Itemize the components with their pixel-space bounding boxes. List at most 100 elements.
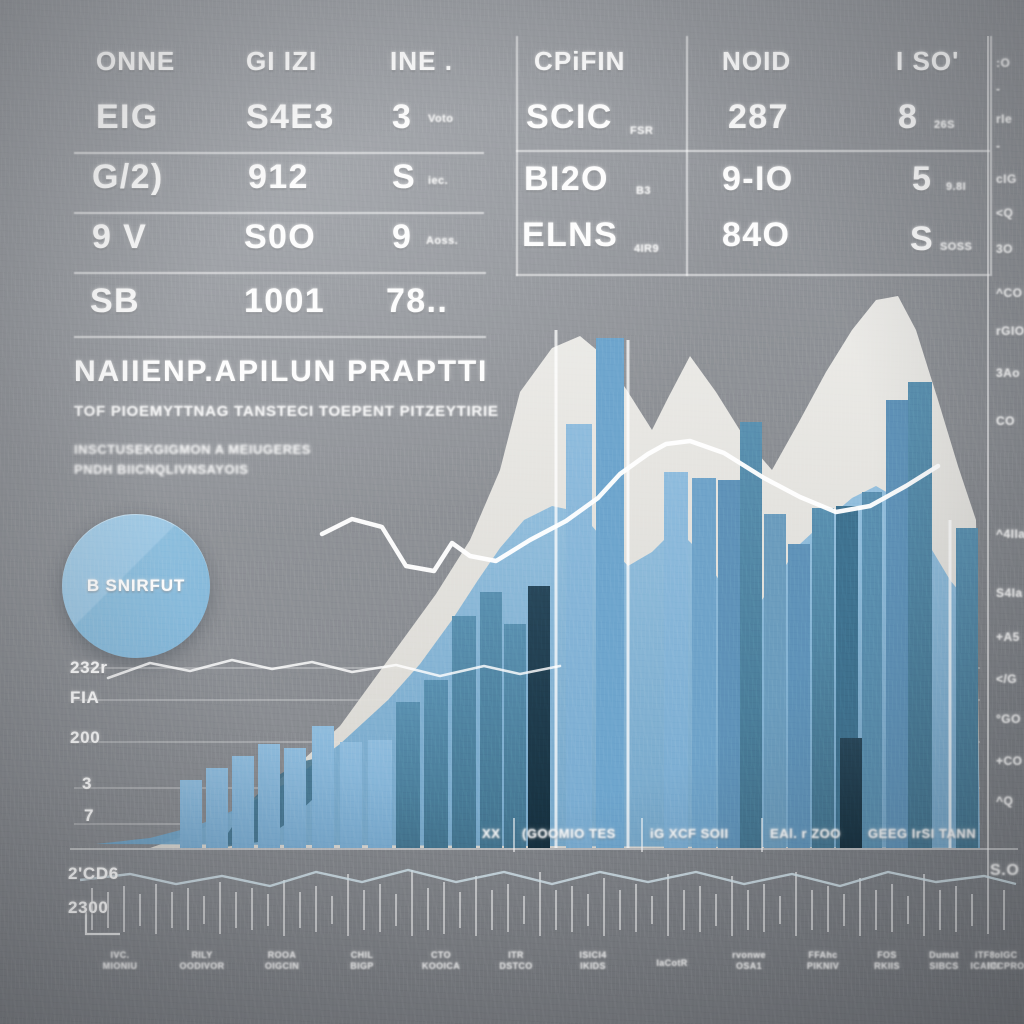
table-cell-note: Voto <box>428 113 454 125</box>
bottom-sparkline-ticks <box>91 870 1005 936</box>
bar <box>812 508 834 848</box>
y-tick-right: rGIO <box>996 324 1024 338</box>
bar <box>368 740 392 848</box>
bar <box>284 748 306 848</box>
bar <box>528 586 550 848</box>
table-cell: SCIC FSR <box>526 98 654 137</box>
badge-label: B SNIRFUT <box>86 576 186 595</box>
y-tick-right: 3O <box>996 242 1013 256</box>
table-rule-left-3 <box>74 272 486 274</box>
x-tick-label: ROOA OIGCIN <box>264 950 300 972</box>
page-subtitle: TOF PIOEMYTTNAG TANSTECI TOEPENT PITZEYT… <box>74 403 499 420</box>
table-cell: 9 V <box>92 218 148 256</box>
table-cell: S0O <box>244 218 317 256</box>
x-tick-label: FFAhc PIKNIV <box>806 950 840 972</box>
summary-badge[interactable]: B SNIRFUT <box>62 514 210 658</box>
bar <box>396 702 420 848</box>
table-cell-note: 4IR9 <box>634 243 659 255</box>
bottom-wave-line <box>79 868 1017 888</box>
table-footer-cell: 78.. <box>386 282 449 320</box>
y-tick-right: ^CO <box>996 286 1023 300</box>
bar <box>840 738 862 848</box>
bar <box>788 544 810 848</box>
y-tick-right: ^4IIa <box>996 527 1024 541</box>
y-tick-right: +A5 <box>996 630 1020 644</box>
y-tick-right: ^Q <box>996 794 1014 808</box>
y-tick-right: - <box>996 82 1001 96</box>
x-tick-label: rvonwe OSA1 <box>732 950 766 972</box>
bar <box>340 742 362 848</box>
table-header-cell: NOID <box>722 46 792 76</box>
table-header-cell: CPiFIN <box>534 46 626 76</box>
table-cell: 5 9.8I <box>912 160 967 198</box>
table-header-cell: ONNE <box>96 46 176 76</box>
bar <box>312 726 334 848</box>
bar <box>886 400 910 848</box>
y-tick-left: 200 <box>70 728 101 747</box>
bar <box>452 616 476 848</box>
page-body-text: INSCTUSEKGIGMON A MEIUGERES PNDH BIICNQL… <box>74 442 311 477</box>
bar <box>180 780 202 848</box>
table-rule-right-1 <box>516 150 990 152</box>
table-cell: 287 <box>728 98 789 136</box>
table-cell: 3 Voto <box>392 98 454 136</box>
x-tick-label: IaCotR <box>656 958 688 968</box>
y-tick-right: - <box>996 139 1001 153</box>
table-header-cell: I SO' <box>896 46 960 76</box>
table-cell-note: 9.8I <box>946 181 967 193</box>
bar <box>718 480 740 848</box>
table-cell-note: FSR <box>630 125 654 137</box>
bar <box>504 624 526 848</box>
bar <box>956 528 978 848</box>
y-tick-right: CO <box>996 414 1015 428</box>
x-tick-label: CHIL BIGP <box>350 950 374 972</box>
y-tick-left: 2300 <box>68 898 109 917</box>
y-tick-right: °GO <box>996 712 1021 726</box>
headline-block: NAIIENP.APILUN PRAPTTI TOF PIOEMYTTNAG T… <box>74 355 499 479</box>
bar <box>480 592 502 848</box>
y-tick-left: 2'CD6 <box>68 864 119 883</box>
bar-separators <box>554 330 952 848</box>
table-footer-cell: 1001 <box>244 282 326 320</box>
bar <box>232 756 254 848</box>
table-cell-note: 26S <box>934 119 955 131</box>
table-cell-note: B3 <box>636 185 651 197</box>
mid-band-dividers <box>513 818 763 852</box>
bar <box>206 768 228 848</box>
mid-band-label: iG XCF SOII <box>650 826 729 841</box>
table-cell: G/2) <box>92 158 164 196</box>
table-cell: BI2O B3 <box>524 160 651 198</box>
mid-band-label: GEEG IrSI TANN <box>868 826 977 841</box>
table-cell: EIG <box>96 98 159 136</box>
table-header-cell: GI IZI <box>246 46 318 76</box>
y-tick-left: 7 <box>84 806 95 825</box>
table-footer-cell: SB <box>90 282 140 320</box>
overlay-line-upper <box>319 438 941 574</box>
table-rule-vert-2 <box>686 36 688 276</box>
axis-corner-mark <box>84 912 120 936</box>
table-cell: ELNS 4IR9 <box>522 216 659 255</box>
bar <box>424 680 448 848</box>
page-title: NAIIENP.APILUN PRAPTTI <box>74 355 489 388</box>
table-cell-note: Aoss. <box>426 235 459 247</box>
mid-band-label: (GOOMIO TES <box>522 826 616 841</box>
table-cell-note: SOSS <box>940 241 973 253</box>
bar <box>566 424 592 848</box>
y-tick-right: </G <box>996 672 1018 686</box>
table-rule-left-2 <box>74 212 484 214</box>
y-tick-right: <Q <box>996 206 1014 220</box>
mid-band-label: XX <box>482 826 501 841</box>
table-rule-vert-3 <box>990 36 992 276</box>
bar <box>862 492 882 848</box>
table-rule-vert-1 <box>516 36 518 276</box>
table-rule-left-1 <box>74 152 484 154</box>
y-tick-right: cIG <box>996 172 1017 186</box>
y-tick-right: +CO <box>996 754 1023 768</box>
table-cell: S4E3 <box>246 98 335 136</box>
y-tick-right: S.O <box>990 862 1020 879</box>
table-rule-left-4 <box>74 336 486 338</box>
bar <box>908 382 932 848</box>
